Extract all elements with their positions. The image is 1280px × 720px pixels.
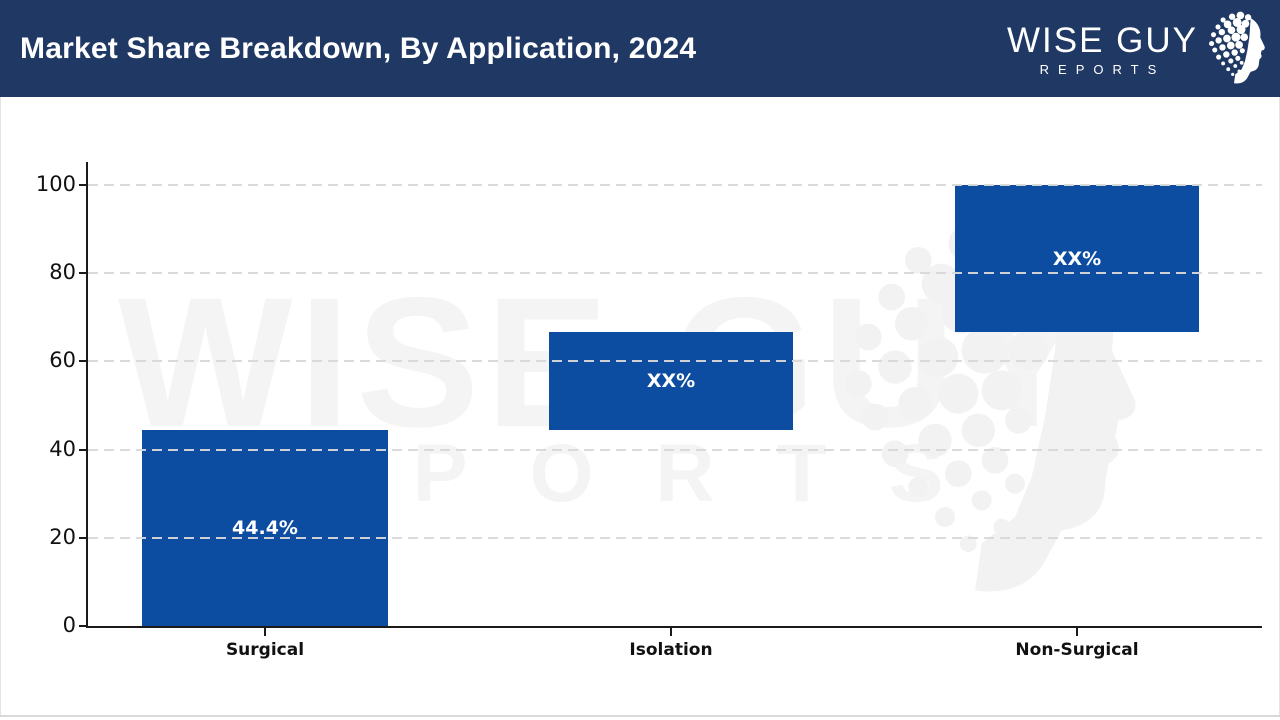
y-tick-label: 80 xyxy=(49,260,76,285)
logo-wordmark: WISE GUY xyxy=(1006,21,1198,61)
y-tick-label: 100 xyxy=(35,172,76,196)
logo-text: WISE GUY REPORTS xyxy=(1006,21,1198,77)
y-tick-label: 20 xyxy=(49,524,76,549)
gridline xyxy=(88,184,1262,186)
logo-subtext: REPORTS xyxy=(1039,61,1166,77)
wise-guy-reports-logo: WISE GUY REPORTS xyxy=(1007,6,1266,94)
x-category-label: Isolation xyxy=(629,640,713,660)
bar-value-label: XX% xyxy=(646,370,696,393)
y-tick-mark xyxy=(79,272,87,275)
y-tick-mark xyxy=(79,184,87,186)
x-category-label: Non-Surgical xyxy=(1015,640,1139,660)
bar-value-label: 44.4% xyxy=(232,517,298,540)
bar-segment: XX% xyxy=(955,185,1199,333)
bar-segment: XX% xyxy=(549,332,793,431)
y-axis-line xyxy=(86,162,88,628)
header-bar: Market Share Breakdown, By Application, … xyxy=(0,0,1280,97)
x-tick-mark xyxy=(1076,628,1078,636)
y-tick-label: 60 xyxy=(49,348,76,373)
y-tick-mark xyxy=(79,536,87,539)
gridline xyxy=(88,536,1262,539)
x-category-label: Surgical xyxy=(225,640,305,660)
footer-divider xyxy=(0,715,1280,717)
y-tick-mark xyxy=(79,625,87,627)
x-tick-mark xyxy=(670,628,672,636)
gridline xyxy=(88,360,1262,363)
dotted-head-profile-icon xyxy=(1209,11,1265,84)
page-title: Market Share Breakdown, By Application, … xyxy=(20,31,697,65)
x-tick-mark xyxy=(264,628,266,636)
y-tick-mark xyxy=(79,448,87,451)
gridline xyxy=(88,448,1262,451)
bar-segment: 44.4% xyxy=(142,430,388,626)
y-tick-label: 0 xyxy=(62,613,76,637)
x-axis-line xyxy=(86,626,1262,628)
y-tick-label: 40 xyxy=(49,436,76,461)
y-tick-mark xyxy=(79,360,87,363)
gridline xyxy=(88,272,1262,275)
bar-value-label: XX% xyxy=(1052,247,1102,270)
